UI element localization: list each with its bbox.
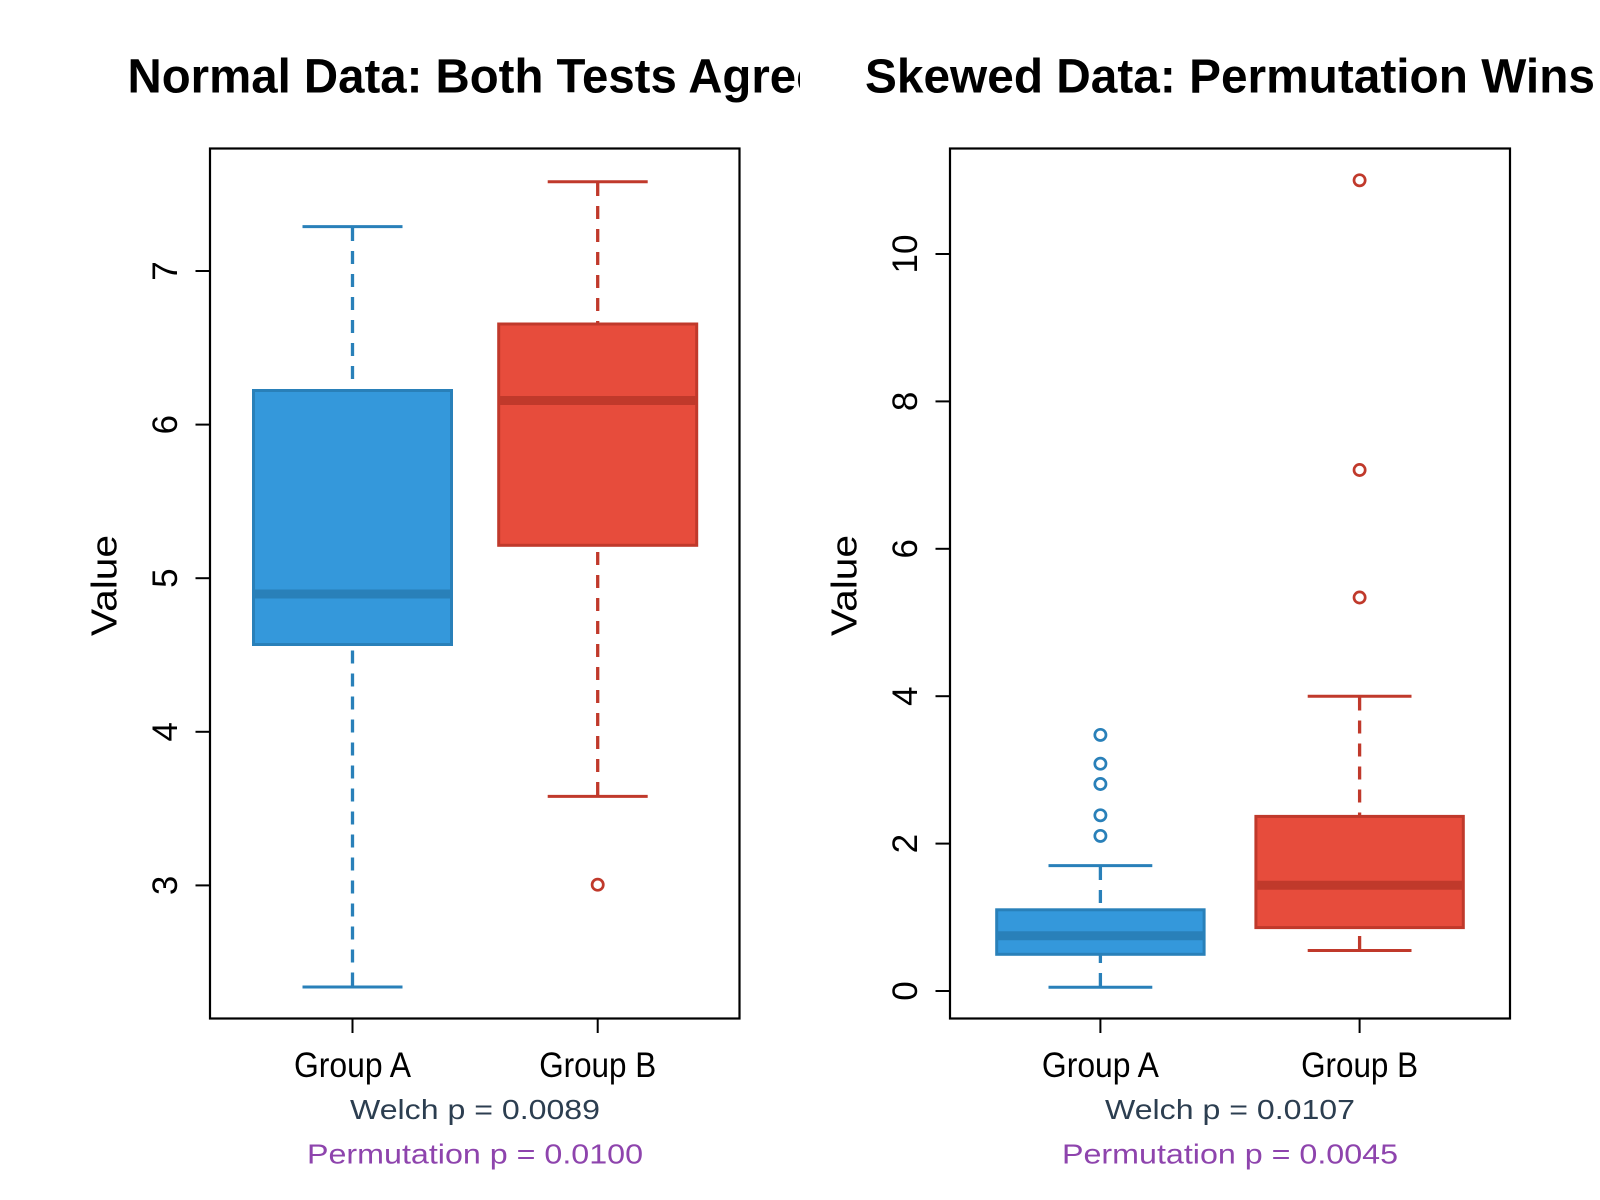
svg-text:Permutation p = 0.0100: Permutation p = 0.0100 [307, 1139, 643, 1170]
svg-text:Permutation p = 0.0045: Permutation p = 0.0045 [1062, 1139, 1398, 1170]
svg-text:0: 0 [886, 981, 925, 1000]
svg-text:Group B: Group B [539, 1046, 656, 1085]
svg-text:10: 10 [886, 235, 925, 274]
svg-text:7: 7 [146, 261, 185, 280]
svg-text:5: 5 [146, 568, 185, 587]
svg-text:Skewed Data: Permutation Wins: Skewed Data: Permutation Wins [865, 51, 1595, 104]
svg-text:Welch p = 0.0089: Welch p = 0.0089 [350, 1094, 600, 1125]
svg-text:Normal Data: Both Tests Agree: Normal Data: Both Tests Agree [128, 51, 801, 104]
svg-text:Value: Value [824, 535, 865, 636]
svg-text:Welch p = 0.0107: Welch p = 0.0107 [1105, 1094, 1355, 1125]
svg-text:Value: Value [84, 535, 125, 636]
svg-text:4: 4 [146, 722, 185, 741]
svg-text:2: 2 [886, 834, 925, 853]
svg-text:3: 3 [146, 876, 185, 895]
svg-text:8: 8 [886, 392, 925, 411]
svg-text:6: 6 [146, 415, 185, 434]
svg-text:4: 4 [886, 686, 925, 705]
svg-text:Group B: Group B [1301, 1046, 1418, 1085]
svg-text:6: 6 [886, 539, 925, 558]
svg-text:Group A: Group A [1042, 1046, 1160, 1085]
svg-text:Group A: Group A [294, 1046, 412, 1085]
